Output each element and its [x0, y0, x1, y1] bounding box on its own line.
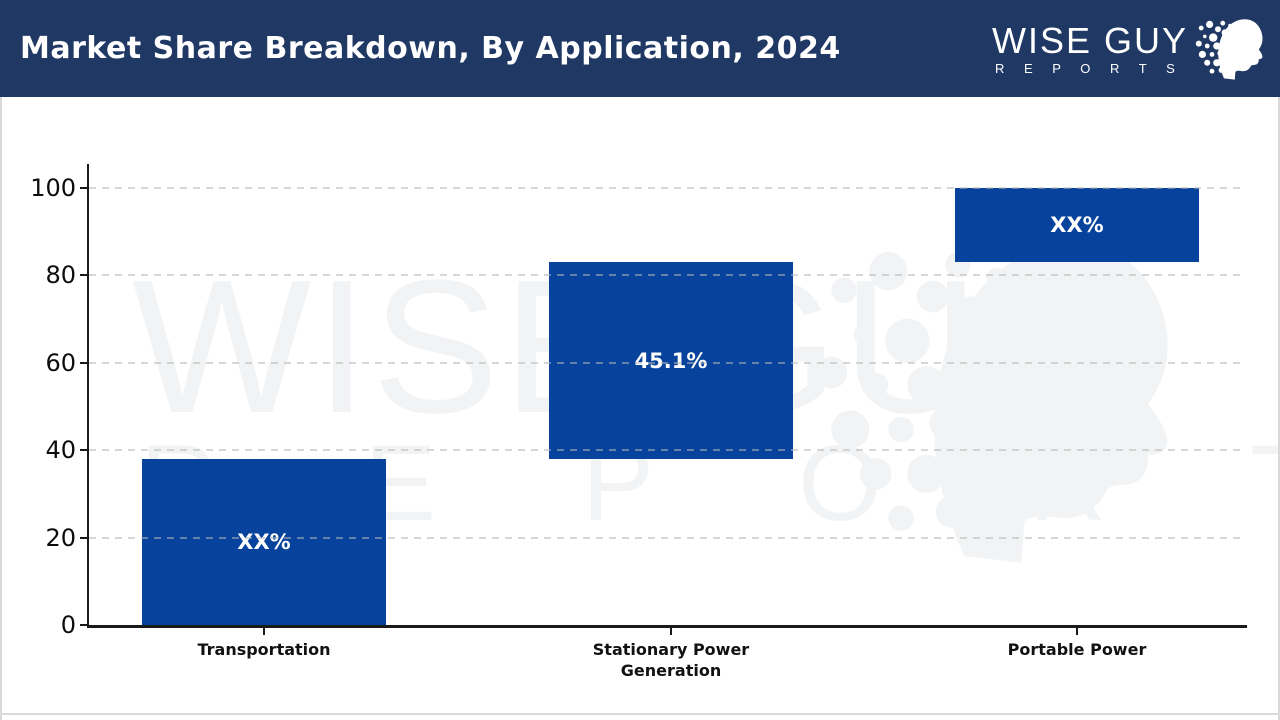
x-tick-mark [263, 628, 265, 635]
gridline [89, 536, 1246, 539]
bar-segment: 45.1% [549, 261, 793, 460]
gridline [89, 274, 1246, 276]
gridline [89, 449, 1246, 451]
y-tick-mark [80, 274, 88, 276]
logo-text: WISE GUY R E P O R T S [991, 19, 1188, 76]
y-tick-mark [80, 186, 88, 189]
gridline [89, 361, 1246, 364]
x-category-label: Stationary Power Generation [511, 639, 831, 681]
y-tick-label: 20 [45, 523, 76, 552]
page-bottom-rule [0, 713, 1280, 715]
x-category-label-line: Stationary Power [592, 640, 750, 659]
y-tick-label: 60 [45, 348, 76, 377]
x-category-label-line: Transportation [197, 640, 331, 659]
page-edge-right [1278, 97, 1280, 720]
page-title: Market Share Breakdown, By Application, … [20, 31, 841, 66]
x-category-label: Transportation [104, 639, 424, 660]
gridline [89, 186, 1246, 189]
y-tick-mark [80, 361, 88, 364]
bar-value-label: XX% [1050, 212, 1104, 237]
y-tick-mark [80, 536, 88, 539]
x-category-label-line: Generation [620, 661, 722, 680]
y-tick-label: 80 [45, 261, 76, 289]
logo-face-icon [1194, 10, 1266, 88]
x-axis-spine [87, 625, 1247, 628]
bar-segment: XX% [142, 459, 386, 625]
x-tick-mark [1076, 628, 1078, 635]
wiseguy-logo: WISE GUY R E P O R T S [992, 0, 1266, 97]
bar-value-label: 45.1% [634, 348, 708, 373]
bar-value-label: XX% [237, 530, 291, 555]
y-tick-label: 0 [60, 611, 76, 639]
x-category-label: Portable Power [917, 639, 1237, 660]
y-tick-mark [80, 624, 88, 626]
x-category-label-line: Portable Power [1007, 640, 1147, 659]
y-axis-spine [87, 164, 89, 627]
logo-subtitle: R E P O R T S [994, 60, 1183, 76]
x-tick-mark [670, 628, 672, 635]
y-tick-label: 40 [45, 436, 76, 464]
y-tick-label: 100 [30, 173, 76, 202]
logo-wordmark: WISE GUY [991, 19, 1188, 61]
header-bar: Market Share Breakdown, By Application, … [0, 0, 1280, 97]
page-edge-left [0, 97, 2, 720]
bar-segment: XX% [955, 187, 1199, 262]
y-tick-mark [80, 449, 88, 451]
